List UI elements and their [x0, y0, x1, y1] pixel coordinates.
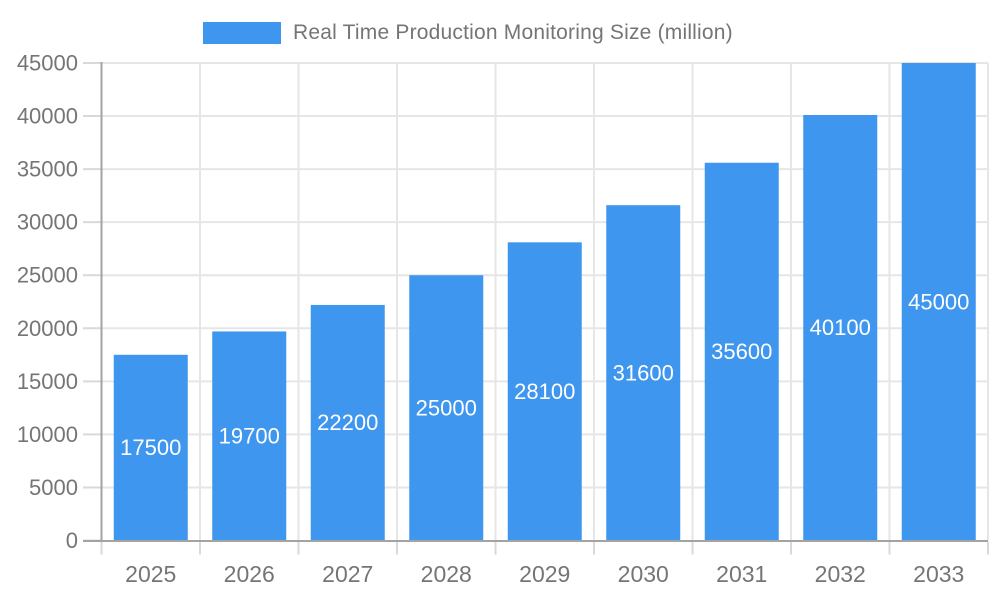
bar — [803, 114, 878, 541]
x-tick-label: 2029 — [519, 561, 570, 587]
bar-value-label: 19700 — [219, 423, 280, 448]
bar-value-label: 35600 — [711, 339, 772, 364]
bar — [212, 331, 287, 541]
y-tick-label: 15000 — [17, 369, 78, 394]
x-tick-label: 2026 — [224, 561, 275, 587]
x-tick-label: 2027 — [322, 561, 373, 587]
bar — [113, 354, 188, 541]
bar — [409, 275, 484, 541]
bar-value-label: 25000 — [416, 395, 477, 420]
bar-value-label: 45000 — [908, 289, 969, 314]
y-tick-label: 5000 — [29, 475, 78, 500]
y-tick-label: 25000 — [17, 263, 78, 288]
x-tick-label: 2030 — [618, 561, 669, 587]
y-tick-label: 45000 — [17, 51, 78, 76]
chart-legend: Real Time Production Monitoring Size (mi… — [203, 21, 733, 45]
x-tick-label: 2031 — [716, 561, 767, 587]
x-tick-label: 2032 — [815, 561, 866, 587]
bar — [901, 63, 976, 541]
y-tick-label: 35000 — [17, 157, 78, 182]
legend-swatch — [203, 22, 281, 44]
bar — [606, 205, 681, 541]
bar-value-label: 22200 — [317, 410, 378, 435]
y-tick-label: 40000 — [17, 104, 78, 129]
y-tick-label: 0 — [66, 528, 78, 553]
bar — [704, 162, 779, 541]
bar-value-label: 31600 — [613, 360, 674, 385]
x-tick-label: 2033 — [913, 561, 964, 587]
bar-value-label: 40100 — [810, 315, 871, 340]
bar-value-label: 28100 — [514, 379, 575, 404]
legend-label: Real Time Production Monitoring Size (mi… — [293, 21, 733, 44]
x-tick-label: 2025 — [125, 561, 176, 587]
y-tick-label: 20000 — [17, 316, 78, 341]
bar — [507, 242, 582, 541]
y-tick-label: 30000 — [17, 210, 78, 235]
bar-value-label: 17500 — [120, 435, 181, 460]
bar — [310, 304, 385, 541]
x-tick-label: 2028 — [421, 561, 472, 587]
y-tick-label: 10000 — [17, 422, 78, 447]
